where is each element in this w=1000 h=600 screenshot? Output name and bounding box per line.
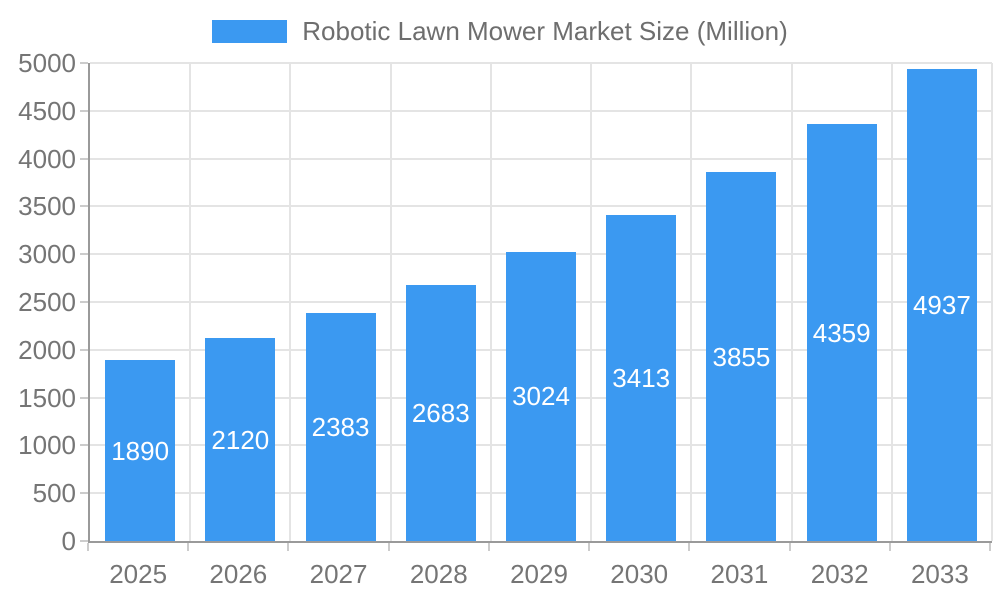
bar-value-label: 3024 (512, 381, 570, 412)
x-tick-label: 2028 (409, 559, 468, 589)
chart-legend[interactable]: Robotic Lawn Mower Market Size (Million) (0, 16, 1000, 47)
y-axis-tick (80, 396, 88, 399)
v-gridline (289, 63, 292, 541)
bar-2026: 2120 (205, 338, 276, 541)
y-axis-tick (80, 444, 88, 447)
bar-value-label: 3413 (612, 362, 671, 393)
bar-value-label: 2383 (311, 412, 370, 443)
x-tick-label: 2025 (109, 559, 168, 589)
x-axis-tick (688, 543, 691, 551)
v-gridline (189, 63, 192, 541)
bar-value-label: 4359 (812, 317, 871, 348)
x-axis-tick (487, 543, 490, 551)
v-gridline (389, 63, 392, 541)
x-axis-tick (588, 543, 591, 551)
y-tick-label: 4000 (18, 143, 76, 174)
x-tick-label: 2026 (209, 559, 268, 589)
bar-2030: 3413 (606, 214, 677, 541)
legend-label: Robotic Lawn Mower Market Size (Million) (302, 16, 788, 46)
x-tick-label: 2027 (309, 559, 368, 589)
x-axis-tick (87, 543, 89, 551)
v-gridline (690, 63, 693, 541)
bar-2027: 2383 (305, 313, 376, 541)
bar-value-label: 2683 (411, 397, 470, 428)
h-gridline (90, 109, 992, 112)
x-tick-label: 2033 (910, 559, 969, 589)
y-axis-tick (80, 540, 88, 542)
y-axis-tick (80, 157, 88, 160)
y-tick-label: 2000 (18, 334, 76, 365)
x-axis-tick (287, 543, 290, 551)
v-gridline (590, 63, 593, 541)
x-tick-label: 2029 (510, 559, 568, 589)
plot-area: 1890 2120 2383 2683 3024 3413 3855 4359 4937 (88, 62, 993, 543)
x-tick-label: 2032 (810, 559, 869, 589)
y-axis-tick (80, 301, 88, 303)
x-axis-tick (989, 543, 991, 551)
h-gridline (90, 62, 992, 64)
y-axis-tick (80, 348, 88, 351)
bar-2028: 2683 (405, 284, 476, 541)
bar-value-label: 1890 (111, 435, 170, 466)
y-tick-label: 3000 (18, 239, 76, 270)
bar-2031: 3855 (706, 172, 777, 541)
v-gridline (890, 63, 893, 541)
x-axis-tick (187, 543, 190, 551)
x-tick-label: 2030 (610, 559, 669, 589)
y-tick-label: 1500 (18, 382, 76, 413)
x-tick-label: 2031 (710, 559, 769, 589)
bar-2032: 4359 (806, 124, 877, 541)
y-tick-label: 3500 (18, 191, 76, 222)
y-tick-label: 2500 (18, 287, 76, 317)
v-gridline (991, 63, 993, 541)
y-tick-label: 5000 (18, 48, 76, 78)
y-axis-tick (80, 205, 88, 208)
bar-2029: 3024 (506, 251, 576, 541)
bar-2033: 4937 (906, 69, 977, 541)
y-axis-tick (80, 253, 88, 256)
x-axis-tick (387, 543, 390, 551)
y-axis-tick (80, 109, 88, 112)
v-gridline (489, 63, 492, 541)
y-tick-label: 1000 (18, 430, 76, 461)
bar-value-label: 3855 (712, 341, 771, 372)
y-axis-tick (80, 492, 88, 495)
bar-value-label: 4937 (912, 290, 971, 321)
y-tick-label: 4500 (18, 95, 76, 126)
bar-value-label: 2120 (211, 424, 270, 455)
y-axis-tick (80, 62, 88, 64)
y-tick-label: 0 (61, 526, 76, 556)
h-gridline (90, 157, 992, 160)
h-gridline (90, 205, 992, 208)
legend-swatch[interactable] (212, 20, 288, 43)
x-axis-tick (888, 543, 891, 551)
bar-2025: 1890 (105, 360, 176, 541)
v-gridline (790, 63, 793, 541)
x-axis-tick (788, 543, 791, 551)
y-tick-label: 500 (32, 478, 76, 509)
